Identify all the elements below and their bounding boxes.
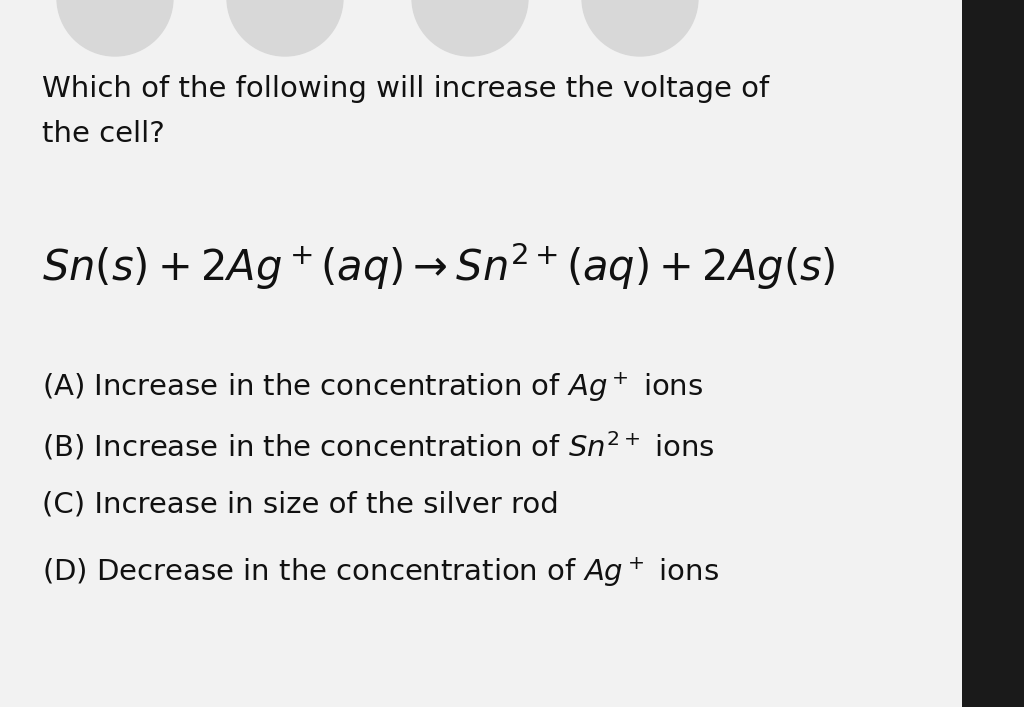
Bar <box>962 0 1024 707</box>
Circle shape <box>582 0 698 56</box>
Circle shape <box>227 0 343 56</box>
Text: (D) Decrease in the concentration of $Ag^+$ ions: (D) Decrease in the concentration of $Ag… <box>42 555 719 589</box>
Text: (B) Increase in the concentration of $Sn^{2+}$ ions: (B) Increase in the concentration of $Sn… <box>42 430 715 463</box>
Text: Which of the following will increase the voltage of: Which of the following will increase the… <box>42 75 769 103</box>
Text: (C) Increase in size of the silver rod: (C) Increase in size of the silver rod <box>42 490 559 518</box>
Circle shape <box>412 0 528 56</box>
Circle shape <box>57 0 173 56</box>
Text: $Sn(s) + 2Ag^+(aq) \rightarrow Sn^{2+}(aq) + 2Ag(s)$: $Sn(s) + 2Ag^+(aq) \rightarrow Sn^{2+}(a… <box>42 240 836 291</box>
Text: (A) Increase in the concentration of $Ag^+$ ions: (A) Increase in the concentration of $Ag… <box>42 370 703 404</box>
Text: the cell?: the cell? <box>42 120 165 148</box>
